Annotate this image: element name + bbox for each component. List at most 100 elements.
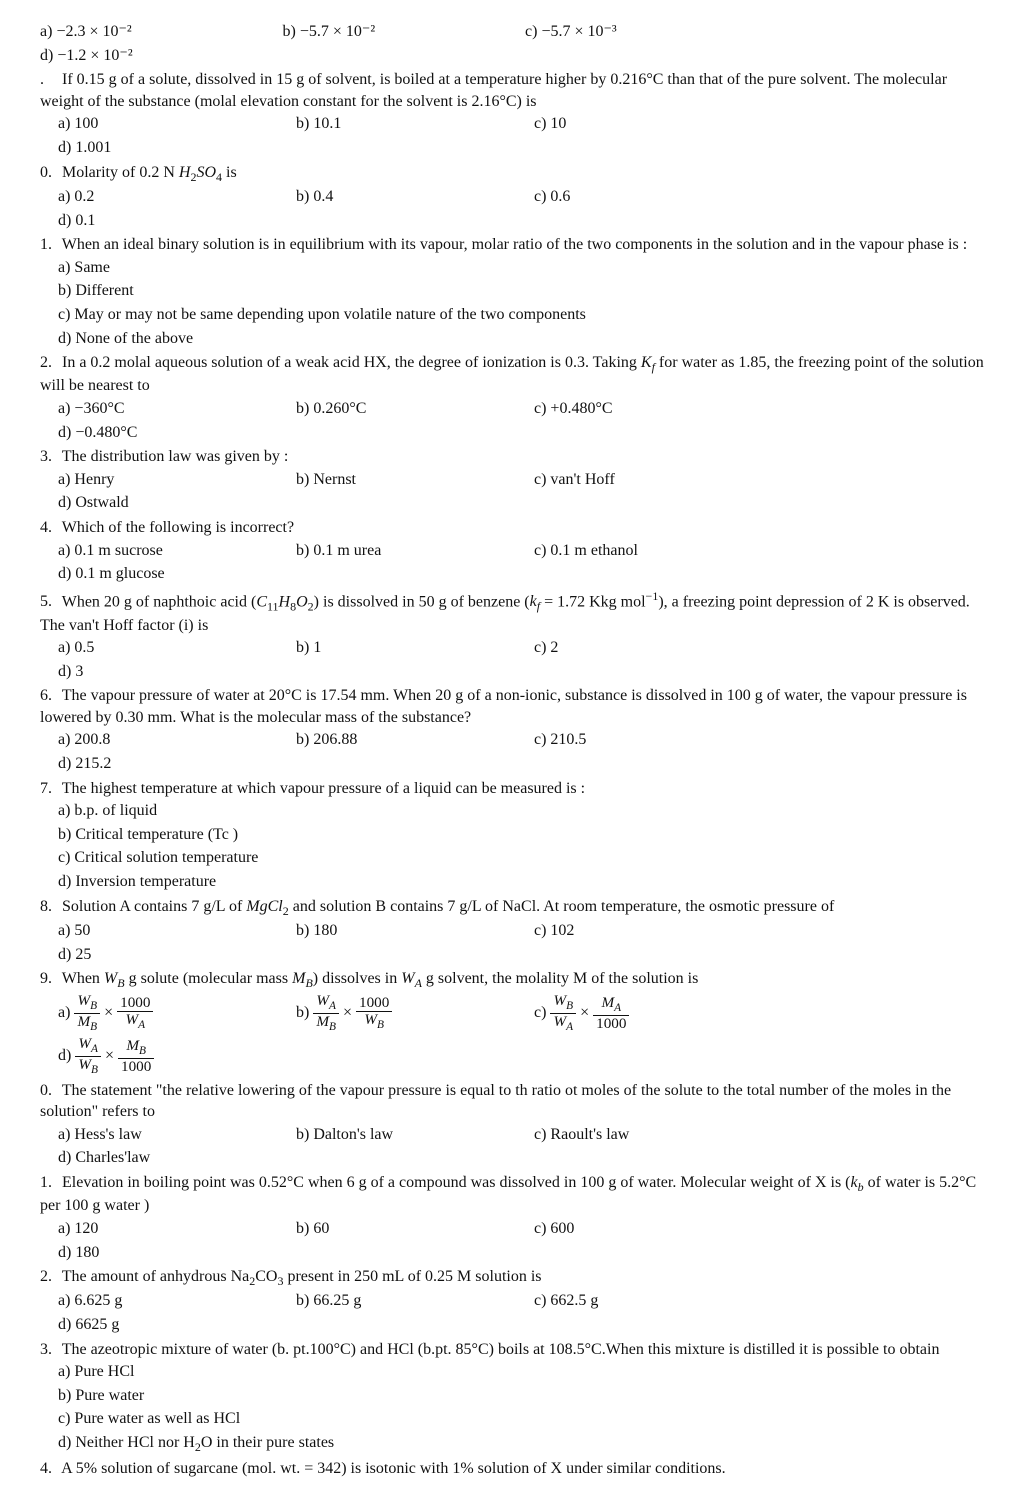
option-c[interactable]: c) +0.480°C	[534, 397, 772, 421]
option-d[interactable]: d) 215.2	[58, 752, 296, 776]
option-d[interactable]: d) Neither HCl nor H2O in their pure sta…	[58, 1431, 530, 1456]
option-a[interactable]: a) Same	[58, 256, 994, 280]
option-d[interactable]: d) 6625 g	[58, 1313, 296, 1337]
option-b[interactable]: b) Nernst	[296, 468, 534, 492]
question: 0. The statement "the relative lowering …	[40, 1080, 994, 1170]
option-c[interactable]: c) Pure water as well as HCl	[58, 1407, 530, 1431]
question-text: 0. Molarity of 0.2 N H2SO4 is	[40, 162, 994, 185]
question-text: 0. The statement "the relative lowering …	[40, 1080, 994, 1123]
option-b[interactable]: b) Dalton's law	[296, 1123, 534, 1147]
option-b[interactable]: b) 0.4	[296, 185, 534, 209]
question: 4. Which of the following is incorrect?a…	[40, 517, 994, 586]
question: 4. A 5% solution of sugarcane (mol. wt. …	[40, 1458, 994, 1480]
option-d[interactable]: d) 1.001	[58, 136, 296, 160]
question-text: 4. A 5% solution of sugarcane (mol. wt. …	[40, 1458, 994, 1480]
question-text: 6. The vapour pressure of water at 20°C …	[40, 685, 994, 728]
option-a[interactable]: a) 50	[58, 919, 296, 943]
option-d[interactable]: d) 25	[58, 943, 296, 967]
option-c[interactable]: c) Critical solution temperature	[58, 846, 994, 870]
question: 5. When 20 g of naphthoic acid (C11H8O2)…	[40, 588, 994, 683]
option-b[interactable]: b) 10.1	[296, 112, 534, 136]
option-c[interactable]: c) 662.5 g	[534, 1289, 772, 1313]
question-number: 2.	[40, 352, 58, 374]
question-number: 0.	[40, 162, 58, 184]
option-c[interactable]: c) Raoult's law	[534, 1123, 772, 1147]
question-number: 1.	[40, 1172, 58, 1194]
option-c[interactable]: c) 600	[534, 1217, 772, 1241]
question-text: 1. When an ideal binary solution is in e…	[40, 234, 994, 256]
option-a[interactable]: a) 0.5	[58, 636, 296, 660]
option-a[interactable]: a) 200.8	[58, 728, 296, 752]
option-c[interactable]: c) 0.6	[534, 185, 772, 209]
option-a[interactable]: a) 6.625 g	[58, 1289, 296, 1313]
option-b[interactable]: b) 206.88	[296, 728, 534, 752]
options: a) Hess's lawb) Dalton's lawc) Raoult's …	[58, 1123, 994, 1170]
option-b[interactable]: b) 66.25 g	[296, 1289, 534, 1313]
question-number: 4.	[40, 517, 58, 539]
option-b[interactable]: b) Pure water	[58, 1384, 530, 1408]
question: 7. The highest temperature at which vapo…	[40, 778, 994, 894]
question-text: 9. When WB g solute (molecular mass MB) …	[40, 968, 994, 991]
option-d[interactable]: d) 0.1	[58, 209, 296, 233]
option-c[interactable]: c) WBWA × MA1000	[534, 992, 772, 1035]
option-b[interactable]: b) 1	[296, 636, 534, 660]
option-a[interactable]: a) b.p. of liquid	[58, 799, 994, 823]
option-a[interactable]: a) −360°C	[58, 397, 296, 421]
question: 3. The azeotropic mixture of water (b. p…	[40, 1339, 994, 1457]
option-a[interactable]: a) 100	[58, 112, 296, 136]
question-number: .	[40, 69, 58, 91]
option-c[interactable]: c) 10	[534, 112, 772, 136]
option-c[interactable]: c) 2	[534, 636, 772, 660]
option-a[interactable]: a) WBMB × 1000WA	[58, 992, 296, 1035]
option-d[interactable]: d) Inversion temperature	[58, 870, 994, 894]
option-c[interactable]: c) 102	[534, 919, 772, 943]
option-d[interactable]: d) WAWB × MB1000	[58, 1035, 296, 1078]
option-a[interactable]: a) Hess's law	[58, 1123, 296, 1147]
option-a[interactable]: a) Pure HCl	[58, 1360, 530, 1384]
question-number: 8.	[40, 896, 58, 918]
options: a) −360°Cb) 0.260°Cc) +0.480°C d) −0.480°…	[58, 397, 994, 444]
question-text: 3. The distribution law was given by :	[40, 446, 994, 468]
question-number: 0.	[40, 1080, 58, 1102]
option-c[interactable]: c) May or may not be same depending upon…	[58, 303, 994, 327]
option-b[interactable]: b) 0.1 m urea	[296, 539, 534, 563]
option-a[interactable]: a) Henry	[58, 468, 296, 492]
option-c[interactable]: c) 210.5	[534, 728, 772, 752]
option-b[interactable]: b) 180	[296, 919, 534, 943]
option-d[interactable]: d) −0.480°C	[58, 421, 296, 445]
question: 2. The amount of anhydrous Na2CO3 presen…	[40, 1266, 994, 1337]
question-number: 6.	[40, 685, 58, 707]
option-text: −2.3 × 10⁻²	[56, 23, 131, 40]
option-c[interactable]: c) van't Hoff	[534, 468, 772, 492]
options: a) 120b) 60c) 600 d) 180	[58, 1217, 994, 1264]
question-number: 2.	[40, 1266, 58, 1288]
option-a[interactable]: a) 0.2	[58, 185, 296, 209]
option-c[interactable]: c) −5.7 × 10⁻³	[525, 20, 768, 44]
option-d[interactable]: d) Charles'law	[58, 1146, 296, 1170]
option-d[interactable]: d) 3	[58, 660, 296, 684]
option-d[interactable]: d) Ostwald	[58, 491, 296, 515]
option-b[interactable]: b) Critical temperature (Tc )	[58, 823, 994, 847]
option-b[interactable]: b) WAMB × 1000WB	[296, 992, 534, 1035]
options: a) Sameb) Differentc) May or may not be …	[58, 256, 994, 350]
option-b[interactable]: b) 60	[296, 1217, 534, 1241]
option-a[interactable]: a) −2.3 × 10⁻²	[40, 20, 283, 44]
question: 2. In a 0.2 molal aqueous solution of a …	[40, 352, 994, 444]
option-c[interactable]: c) 0.1 m ethanol	[534, 539, 772, 563]
option-a[interactable]: a) 120	[58, 1217, 296, 1241]
option-text: −5.7 × 10⁻²	[300, 23, 375, 40]
options: a) 50b) 180c) 102 d) 25	[58, 919, 994, 966]
option-d[interactable]: d) 180	[58, 1241, 296, 1265]
question-text: 2. The amount of anhydrous Na2CO3 presen…	[40, 1266, 994, 1289]
option-b[interactable]: b) 0.260°C	[296, 397, 534, 421]
option-d[interactable]: d) −1.2 × 10⁻²	[40, 44, 283, 68]
option-a[interactable]: a) 0.1 m sucrose	[58, 539, 296, 563]
option-b[interactable]: b) −5.7 × 10⁻²	[283, 20, 526, 44]
option-d[interactable]: d) None of the above	[58, 327, 994, 351]
question-text: 4. Which of the following is incorrect?	[40, 517, 994, 539]
option-d[interactable]: d) 0.1 m glucose	[58, 562, 296, 586]
question: 1. When an ideal binary solution is in e…	[40, 234, 994, 350]
option-b[interactable]: b) Different	[58, 279, 994, 303]
question: 1. Elevation in boiling point was 0.52°C…	[40, 1172, 994, 1264]
question-text: 2. In a 0.2 molal aqueous solution of a …	[40, 352, 994, 397]
